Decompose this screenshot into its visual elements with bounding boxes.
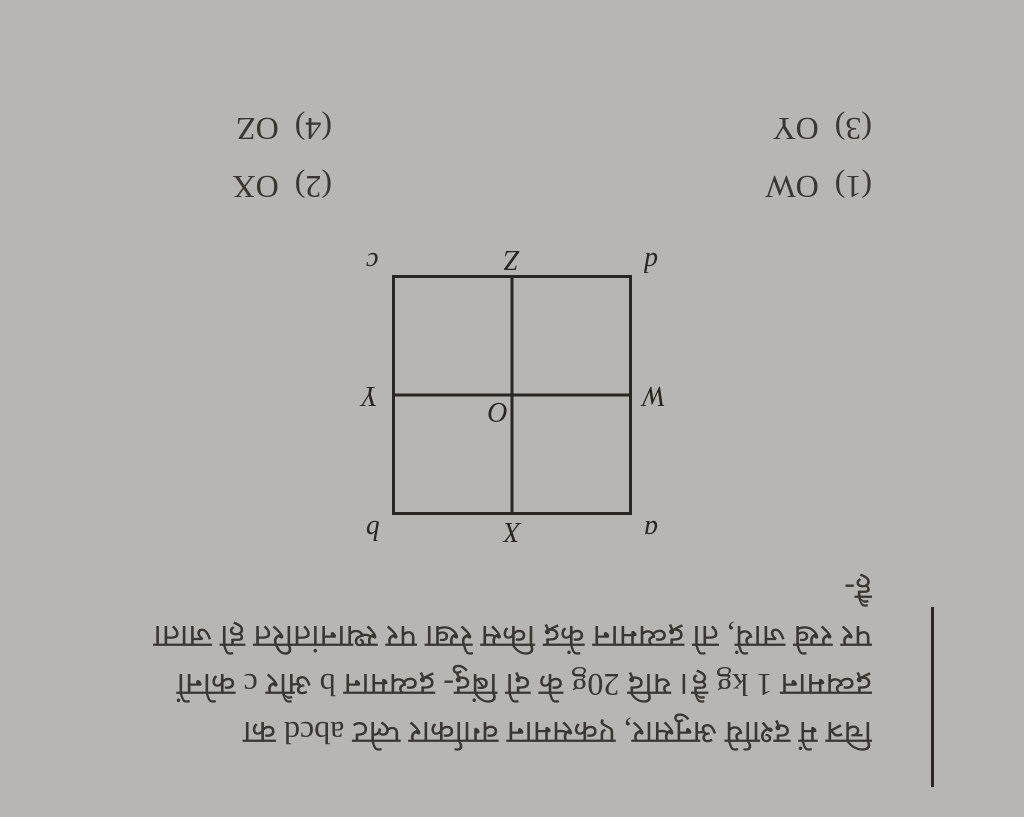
options-block: (1) OW (2) OX (3) OY (4) OZ	[152, 100, 872, 215]
label-O: O	[488, 395, 508, 427]
option-4-number: (4)	[295, 100, 332, 158]
margin-rule-line	[931, 607, 934, 787]
option-2-number: (2)	[295, 157, 332, 215]
vertical-midline	[511, 278, 514, 512]
label-c: c	[366, 245, 378, 277]
label-Z: Z	[504, 243, 520, 275]
square-border: O	[392, 275, 632, 515]
label-d: d	[644, 245, 658, 277]
option-1-label: OW	[765, 157, 818, 215]
option-3-label: OY	[772, 100, 818, 158]
square-diagram: a b c d X Y Z W O	[372, 255, 652, 535]
option-4-label: OZ	[236, 100, 279, 158]
option-3-number: (3)	[835, 100, 872, 158]
label-X: X	[503, 515, 520, 547]
option-2-label: OX	[232, 157, 278, 215]
label-Y: Y	[362, 379, 378, 411]
option-1: (1) OW	[512, 157, 872, 215]
label-b: b	[366, 513, 380, 545]
option-2: (2) OX	[152, 157, 512, 215]
option-3: (3) OY	[512, 100, 872, 158]
label-a: a	[644, 513, 658, 545]
question-text: चित्र में दर्शाये अनुसार, एकसमान वर्गाका…	[152, 565, 872, 757]
question-line-1: चित्र में दर्शाये अनुसार, एकसमान वर्गाका…	[352, 715, 872, 751]
option-4: (4) OZ	[152, 100, 512, 158]
option-1-number: (1)	[835, 157, 872, 215]
label-W: W	[643, 379, 666, 411]
